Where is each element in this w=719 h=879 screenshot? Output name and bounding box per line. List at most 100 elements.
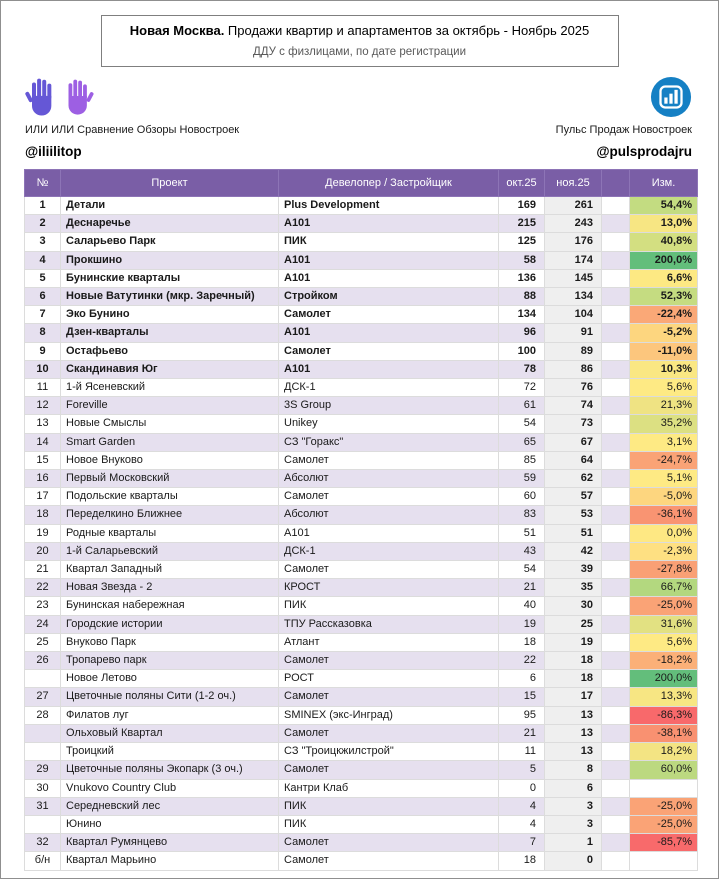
- spacer-cell: [601, 687, 630, 707]
- nov-value: 18: [544, 651, 602, 671]
- project-name: 1-й Саларьевский: [60, 541, 279, 562]
- table-row: 16 Первый Московский Абсолют 59 62 5,1%: [24, 469, 698, 489]
- change-value: -24,7%: [629, 450, 698, 471]
- table-row: 8 Дзен-кварталы А101 96 91 -5,2%: [24, 323, 698, 343]
- row-num: 22: [24, 578, 61, 598]
- nov-value: 25: [544, 614, 602, 634]
- project-name: Подольские кварталы: [60, 487, 279, 507]
- developer-name: ДСК-1: [278, 378, 499, 398]
- table-row: Троицкий СЗ "Троицкжилстрой" 11 13 18,2%: [24, 742, 698, 762]
- page-title-rest: Продажи квартир и апартаментов за октябр…: [224, 23, 590, 38]
- row-num: [24, 723, 61, 744]
- project-name: Vnukovo Country Club: [60, 778, 279, 798]
- oct-value: 18: [498, 632, 545, 653]
- spacer-cell: [601, 742, 630, 762]
- row-num: 26: [24, 651, 61, 671]
- table-row: 23 Бунинская набережная ПИК 40 30 -25,0%: [24, 596, 698, 616]
- developer-name: Стройком: [278, 287, 499, 307]
- col-header-project: Проект: [60, 169, 279, 197]
- change-value: 6,6%: [629, 268, 698, 289]
- oct-value: 100: [498, 341, 545, 361]
- change-value: -5,2%: [629, 323, 698, 343]
- brand-right-handle[interactable]: @pulsprodajru: [596, 144, 692, 159]
- page-title-bold: Новая Москва.: [129, 23, 225, 38]
- spacer-cell: [601, 487, 630, 507]
- brand-left-handle[interactable]: @iliilitop: [25, 144, 82, 159]
- project-name: Тропарево парк: [60, 651, 279, 671]
- table-row: 31 Середневский лес ПИК 4 3 -25,0%: [24, 796, 698, 816]
- spacer-cell: [601, 814, 630, 835]
- col-header-spacer: [601, 169, 630, 197]
- nov-value: 104: [544, 305, 602, 325]
- nov-value: 17: [544, 687, 602, 707]
- change-value: 13,0%: [629, 214, 698, 234]
- table-row: 1 Детали Plus Development 169 261 54,4%: [24, 195, 698, 216]
- developer-name: ТПУ Рассказовка: [278, 614, 499, 634]
- developer-name: 3S Group: [278, 396, 499, 416]
- change-value: 40,8%: [629, 232, 698, 252]
- nov-value: 51: [544, 523, 602, 543]
- raised-hand-icon: [25, 78, 52, 116]
- project-name: Бунинские кварталы: [60, 268, 279, 289]
- change-value: -38,1%: [629, 723, 698, 744]
- change-value: -86,3%: [629, 705, 698, 725]
- spacer-cell: [601, 578, 630, 598]
- nov-value: 73: [544, 414, 602, 434]
- developer-name: СЗ "Горакс": [278, 432, 499, 452]
- bar-chart-circle-icon: [650, 76, 692, 118]
- oct-value: 19: [498, 614, 545, 634]
- change-value: -5,0%: [629, 487, 698, 507]
- oct-value: 58: [498, 250, 545, 270]
- change-value: [629, 778, 698, 798]
- row-num: [24, 669, 61, 689]
- spacer-cell: [601, 669, 630, 689]
- row-num: 11: [24, 378, 61, 398]
- oct-value: 6: [498, 669, 545, 689]
- project-name: Прокшино: [60, 250, 279, 270]
- change-value: 5,6%: [629, 632, 698, 653]
- row-num: 7: [24, 305, 61, 325]
- change-value: 200,0%: [629, 669, 698, 689]
- spacer-cell: [601, 541, 630, 562]
- spacer-cell: [601, 195, 630, 216]
- page-subtitle: ДДУ с физлицами, по дате регистрации: [252, 46, 467, 58]
- project-name: Квартал Марьино: [60, 851, 279, 871]
- developer-name: Самолет: [278, 305, 499, 325]
- nov-value: 18: [544, 669, 602, 689]
- change-value: 66,7%: [629, 578, 698, 598]
- spacer-cell: [601, 560, 630, 580]
- developer-name: Самолет: [278, 651, 499, 671]
- nov-value: 3: [544, 796, 602, 816]
- change-value: 54,4%: [629, 195, 698, 216]
- oct-value: 78: [498, 359, 545, 380]
- spacer-cell: [601, 614, 630, 634]
- project-name: Цветочные поляны Сити (1-2 оч.): [60, 687, 279, 707]
- project-name: Новые Смыслы: [60, 414, 279, 434]
- spacer-cell: [601, 833, 630, 853]
- oct-value: 40: [498, 596, 545, 616]
- nov-value: 76: [544, 378, 602, 398]
- oct-value: 54: [498, 560, 545, 580]
- row-num: 19: [24, 523, 61, 543]
- nov-value: 74: [544, 396, 602, 416]
- table-row: б/н Квартал Марьино Самолет 18 0: [24, 851, 698, 871]
- spacer-cell: [601, 287, 630, 307]
- table-row: 28 Филатов луг SMINEX (экс-Инград) 95 13 -86,…: [24, 705, 698, 725]
- change-value: 200,0%: [629, 250, 698, 270]
- title-box: Новая Москва. Продажи квартир и апартаме…: [100, 15, 619, 67]
- spacer-cell: [601, 432, 630, 452]
- table-row: 7 Эко Бунино Самолет 134 104 -22,4%: [24, 305, 698, 325]
- project-name: Троицкий: [60, 742, 279, 762]
- row-num: 12: [24, 396, 61, 416]
- nov-value: 134: [544, 287, 602, 307]
- nov-value: 0: [544, 851, 602, 871]
- table-row: 17 Подольские кварталы Самолет 60 57 -5,0%: [24, 487, 698, 507]
- developer-name: Самолет: [278, 560, 499, 580]
- change-value: -25,0%: [629, 796, 698, 816]
- developer-name: ПИК: [278, 596, 499, 616]
- table-row: 26 Тропарево парк Самолет 22 18 -18,2%: [24, 651, 698, 671]
- developer-name: Самолет: [278, 687, 499, 707]
- project-name: Новая Звезда - 2: [60, 578, 279, 598]
- project-name: Дзен-кварталы: [60, 323, 279, 343]
- spacer-cell: [601, 796, 630, 816]
